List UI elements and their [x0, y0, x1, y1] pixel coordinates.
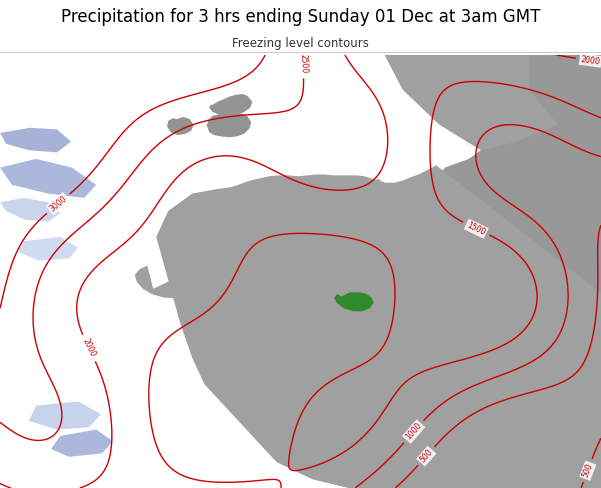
Polygon shape [0, 198, 60, 222]
Polygon shape [334, 292, 374, 311]
Polygon shape [167, 117, 194, 135]
Polygon shape [135, 265, 227, 298]
Text: Freezing level contours: Freezing level contours [232, 38, 369, 50]
Polygon shape [207, 113, 251, 137]
Text: Precipitation for 3 hrs ending Sunday 01 Dec at 3am GMT: Precipitation for 3 hrs ending Sunday 01… [61, 7, 540, 25]
Text: 2000: 2000 [580, 55, 600, 66]
Polygon shape [29, 402, 101, 429]
Polygon shape [385, 55, 601, 194]
Polygon shape [0, 159, 96, 198]
Polygon shape [0, 128, 71, 152]
Text: 2500: 2500 [298, 54, 308, 74]
Text: 500: 500 [418, 447, 435, 465]
Polygon shape [358, 197, 601, 488]
Polygon shape [368, 179, 385, 198]
Text: 1500: 1500 [466, 221, 487, 237]
Polygon shape [18, 237, 78, 261]
Polygon shape [433, 124, 601, 293]
Text: 2000: 2000 [81, 337, 97, 359]
Polygon shape [156, 165, 601, 488]
Polygon shape [209, 94, 252, 116]
Text: 500: 500 [581, 462, 594, 479]
Text: 1000: 1000 [404, 421, 424, 442]
Polygon shape [51, 429, 113, 457]
Text: 3000: 3000 [48, 194, 69, 213]
Polygon shape [529, 55, 601, 142]
Polygon shape [299, 200, 344, 263]
